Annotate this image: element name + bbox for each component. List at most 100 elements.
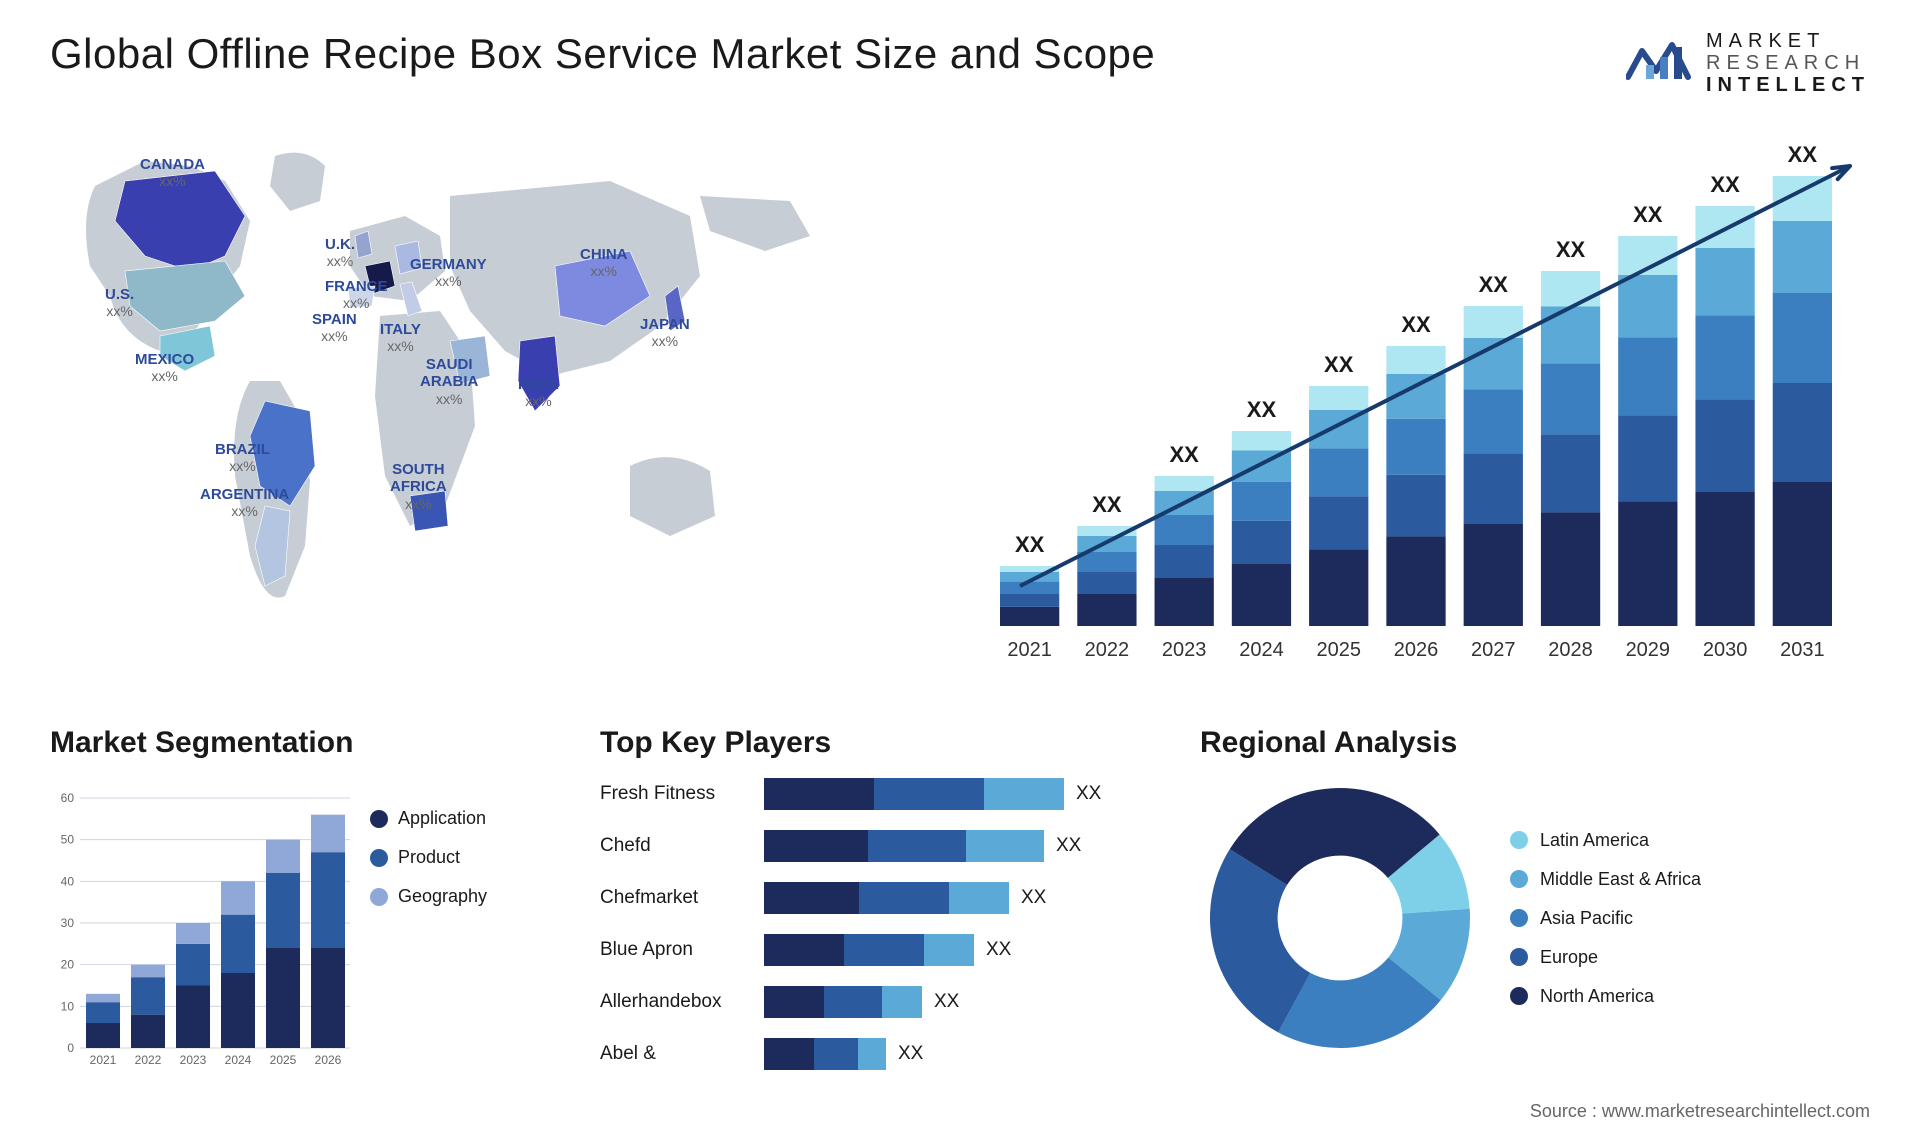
player-value: XX — [986, 939, 1011, 961]
logo-icon — [1626, 37, 1694, 90]
map-label-u-k-: U.K.xx% — [325, 236, 355, 269]
world-map-panel: CANADAxx%U.S.xx%MEXICOxx%BRAZILxx%ARGENT… — [50, 126, 920, 686]
svg-text:XX: XX — [1788, 142, 1818, 167]
player-bar-segment — [859, 882, 949, 914]
svg-text:60: 60 — [61, 791, 75, 805]
seg-legend-geography: Geography — [370, 886, 487, 907]
legend-label: Product — [398, 847, 460, 868]
svg-text:2023: 2023 — [1162, 639, 1207, 661]
svg-text:30: 30 — [61, 916, 75, 930]
svg-text:20: 20 — [61, 958, 75, 972]
svg-text:0: 0 — [67, 1041, 74, 1055]
player-bar-segment — [924, 934, 974, 966]
legend-swatch — [370, 888, 388, 906]
svg-text:2025: 2025 — [270, 1053, 297, 1067]
player-bar-segment — [764, 1038, 814, 1070]
legend-label: Latin America — [1540, 830, 1649, 851]
player-bar-row: XX — [764, 778, 1160, 810]
svg-text:2027: 2027 — [1471, 639, 1516, 661]
map-label-argentina: ARGENTINAxx% — [200, 486, 289, 519]
player-name: Allerhandebox — [600, 986, 740, 1018]
top-players-panel: Top Key Players Fresh FitnessChefdChefma… — [600, 726, 1160, 1078]
top-players-title: Top Key Players — [600, 726, 1160, 760]
player-bar-segment — [844, 934, 924, 966]
player-bar-segment — [984, 778, 1064, 810]
legend-label: Geography — [398, 886, 487, 907]
player-value: XX — [1056, 835, 1081, 857]
legend-label: Europe — [1540, 947, 1598, 968]
svg-text:2025: 2025 — [1316, 639, 1361, 661]
svg-text:2028: 2028 — [1548, 639, 1593, 661]
legend-label: Middle East & Africa — [1540, 869, 1701, 890]
player-names-list: Fresh FitnessChefdChefmarketBlue ApronAl… — [600, 778, 740, 1070]
player-bar — [764, 1038, 886, 1070]
region-legend-latin-america: Latin America — [1510, 830, 1701, 851]
player-bar-segment — [868, 830, 966, 862]
player-name: Blue Apron — [600, 934, 740, 966]
player-bar-segment — [966, 830, 1044, 862]
svg-text:XX: XX — [1479, 272, 1509, 297]
segmentation-legend: Application Product Geography — [370, 808, 487, 907]
legend-swatch — [1510, 831, 1528, 849]
source-attribution: Source : www.marketresearchintellect.com — [1530, 1101, 1870, 1122]
map-label-italy: ITALYxx% — [380, 321, 421, 354]
logo-text-2: RESEARCH — [1706, 52, 1870, 74]
segmentation-title: Market Segmentation — [50, 726, 560, 760]
legend-swatch — [370, 810, 388, 828]
svg-text:2026: 2026 — [315, 1053, 342, 1067]
player-value: XX — [1021, 887, 1046, 909]
svg-text:XX: XX — [1247, 397, 1277, 422]
segmentation-chart: 0102030405060202120222023202420252026 — [50, 778, 350, 1078]
player-bar — [764, 934, 974, 966]
map-label-south-africa: SOUTHAFRICAxx% — [390, 461, 447, 512]
world-map — [50, 126, 920, 686]
svg-text:XX: XX — [1324, 352, 1354, 377]
player-bar-segment — [882, 986, 922, 1018]
player-bar-segment — [824, 986, 882, 1018]
legend-label: Application — [398, 808, 486, 829]
legend-label: North America — [1540, 986, 1654, 1007]
legend-swatch — [370, 849, 388, 867]
brand-logo: MARKET RESEARCH INTELLECT — [1626, 30, 1870, 96]
svg-text:XX: XX — [1710, 172, 1740, 197]
svg-text:XX: XX — [1170, 442, 1200, 467]
player-bar-row: XX — [764, 830, 1160, 862]
legend-label: Asia Pacific — [1540, 908, 1633, 929]
player-bar — [764, 882, 1009, 914]
player-bar-segment — [764, 882, 859, 914]
map-label-india: INDIAxx% — [518, 376, 559, 409]
player-name: Chefd — [600, 830, 740, 862]
player-bar-segment — [949, 882, 1009, 914]
region-legend-asia-pacific: Asia Pacific — [1510, 908, 1701, 929]
svg-text:XX: XX — [1401, 312, 1431, 337]
player-bar-segment — [764, 986, 824, 1018]
svg-text:10: 10 — [61, 999, 75, 1013]
map-label-china: CHINAxx% — [580, 246, 628, 279]
legend-swatch — [1510, 870, 1528, 888]
seg-legend-application: Application — [370, 808, 487, 829]
svg-text:50: 50 — [61, 833, 75, 847]
svg-text:2031: 2031 — [1780, 639, 1825, 661]
player-bar — [764, 830, 1044, 862]
player-bar-segment — [764, 778, 874, 810]
player-bar-segment — [764, 934, 844, 966]
player-name: Fresh Fitness — [600, 778, 740, 810]
player-bar-segment — [814, 1038, 858, 1070]
player-bar — [764, 986, 922, 1018]
svg-text:XX: XX — [1556, 237, 1586, 262]
svg-text:XX: XX — [1633, 202, 1663, 227]
player-bar-row: XX — [764, 986, 1160, 1018]
regional-donut-chart — [1200, 778, 1480, 1058]
svg-text:2022: 2022 — [135, 1053, 162, 1067]
region-legend-north-america: North America — [1510, 986, 1701, 1007]
svg-text:2024: 2024 — [225, 1053, 252, 1067]
logo-text-3: INTELLECT — [1706, 74, 1870, 96]
legend-swatch — [1510, 987, 1528, 1005]
svg-text:40: 40 — [61, 874, 75, 888]
player-name: Abel & — [600, 1038, 740, 1070]
player-value: XX — [934, 991, 959, 1013]
map-label-japan: JAPANxx% — [640, 316, 690, 349]
map-label-saudi-arabia: SAUDIARABIAxx% — [420, 356, 478, 407]
svg-text:XX: XX — [1015, 532, 1045, 557]
legend-swatch — [1510, 948, 1528, 966]
